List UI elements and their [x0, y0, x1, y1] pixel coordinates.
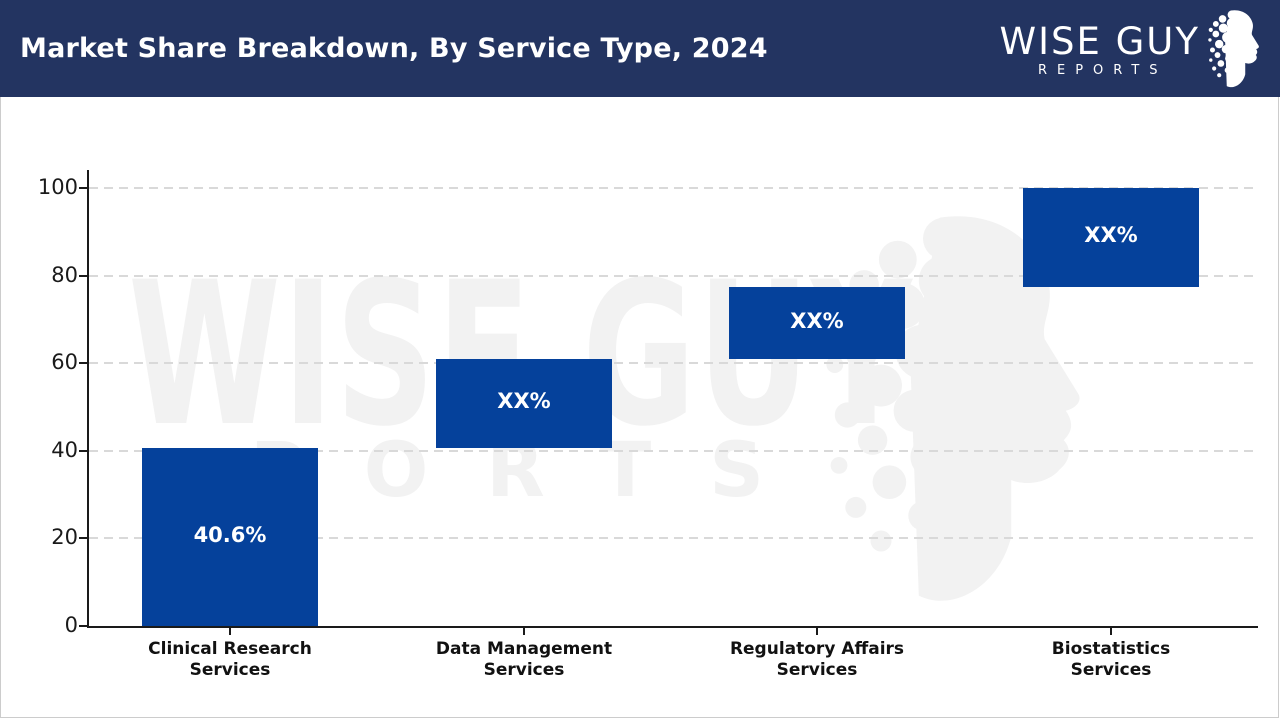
- x-tick-mark: [229, 628, 231, 635]
- gridline: [89, 187, 1255, 189]
- x-category-line: Services: [483, 660, 565, 680]
- y-tick-label: 80: [51, 262, 78, 287]
- x-category-line: Data Management: [435, 639, 613, 659]
- logo-wordmark: WISE GUY: [999, 19, 1200, 63]
- y-tick-label: 100: [37, 175, 78, 199]
- x-category-line: Regulatory Affairs: [729, 639, 905, 659]
- x-tick-mark: [816, 628, 818, 635]
- x-category-label: Biostatistics Services: [961, 639, 1261, 681]
- bar-value-label: 40.6%: [193, 523, 267, 548]
- logo-subtext: REPORTS: [1037, 63, 1168, 79]
- gridline: [89, 449, 1255, 452]
- header: Market Share Breakdown, By Service Type,…: [0, 0, 1280, 97]
- y-tick-mark: [79, 537, 87, 540]
- x-category-line: Services: [189, 660, 271, 680]
- y-tick-label: 40: [51, 437, 78, 462]
- y-axis-line: [87, 170, 89, 628]
- y-tick-mark: [79, 449, 87, 452]
- x-category-line: Biostatistics: [1051, 639, 1171, 659]
- y-tick-mark: [79, 362, 87, 365]
- gridline: [89, 537, 1255, 540]
- x-category-line: Clinical Research: [148, 639, 312, 659]
- y-tick-mark: [79, 187, 87, 189]
- gridline: [89, 362, 1255, 365]
- bar: [436, 358, 612, 449]
- chart-title: Market Share Breakdown, By Service Type,…: [20, 33, 768, 64]
- wiseguy-logo: WISE GUY REPORTS: [1000, 8, 1268, 92]
- x-category-label: Regulatory Affairs Services: [667, 639, 967, 681]
- y-tick-mark: [79, 625, 87, 627]
- gridline: [89, 274, 1255, 277]
- x-category-label: Data Management Services: [374, 639, 674, 681]
- x-tick-mark: [1110, 628, 1112, 635]
- y-tick-label: 20: [51, 525, 78, 550]
- y-tick-label: 60: [51, 350, 78, 375]
- bar-value-label: XX%: [1084, 223, 1138, 248]
- x-category-line: Services: [776, 660, 858, 680]
- y-tick-label: 0: [64, 613, 78, 637]
- x-tick-mark: [523, 628, 525, 635]
- x-category-label: Clinical Research Services: [80, 639, 380, 681]
- y-tick-mark: [79, 274, 87, 277]
- x-category-line: Services: [1070, 660, 1152, 680]
- bar: [142, 448, 318, 626]
- bar-value-label: XX%: [790, 308, 844, 333]
- x-axis-line: [87, 626, 1258, 628]
- logo-text: WISE GUY REPORTS: [999, 19, 1200, 79]
- bar-value-label: XX%: [497, 389, 551, 414]
